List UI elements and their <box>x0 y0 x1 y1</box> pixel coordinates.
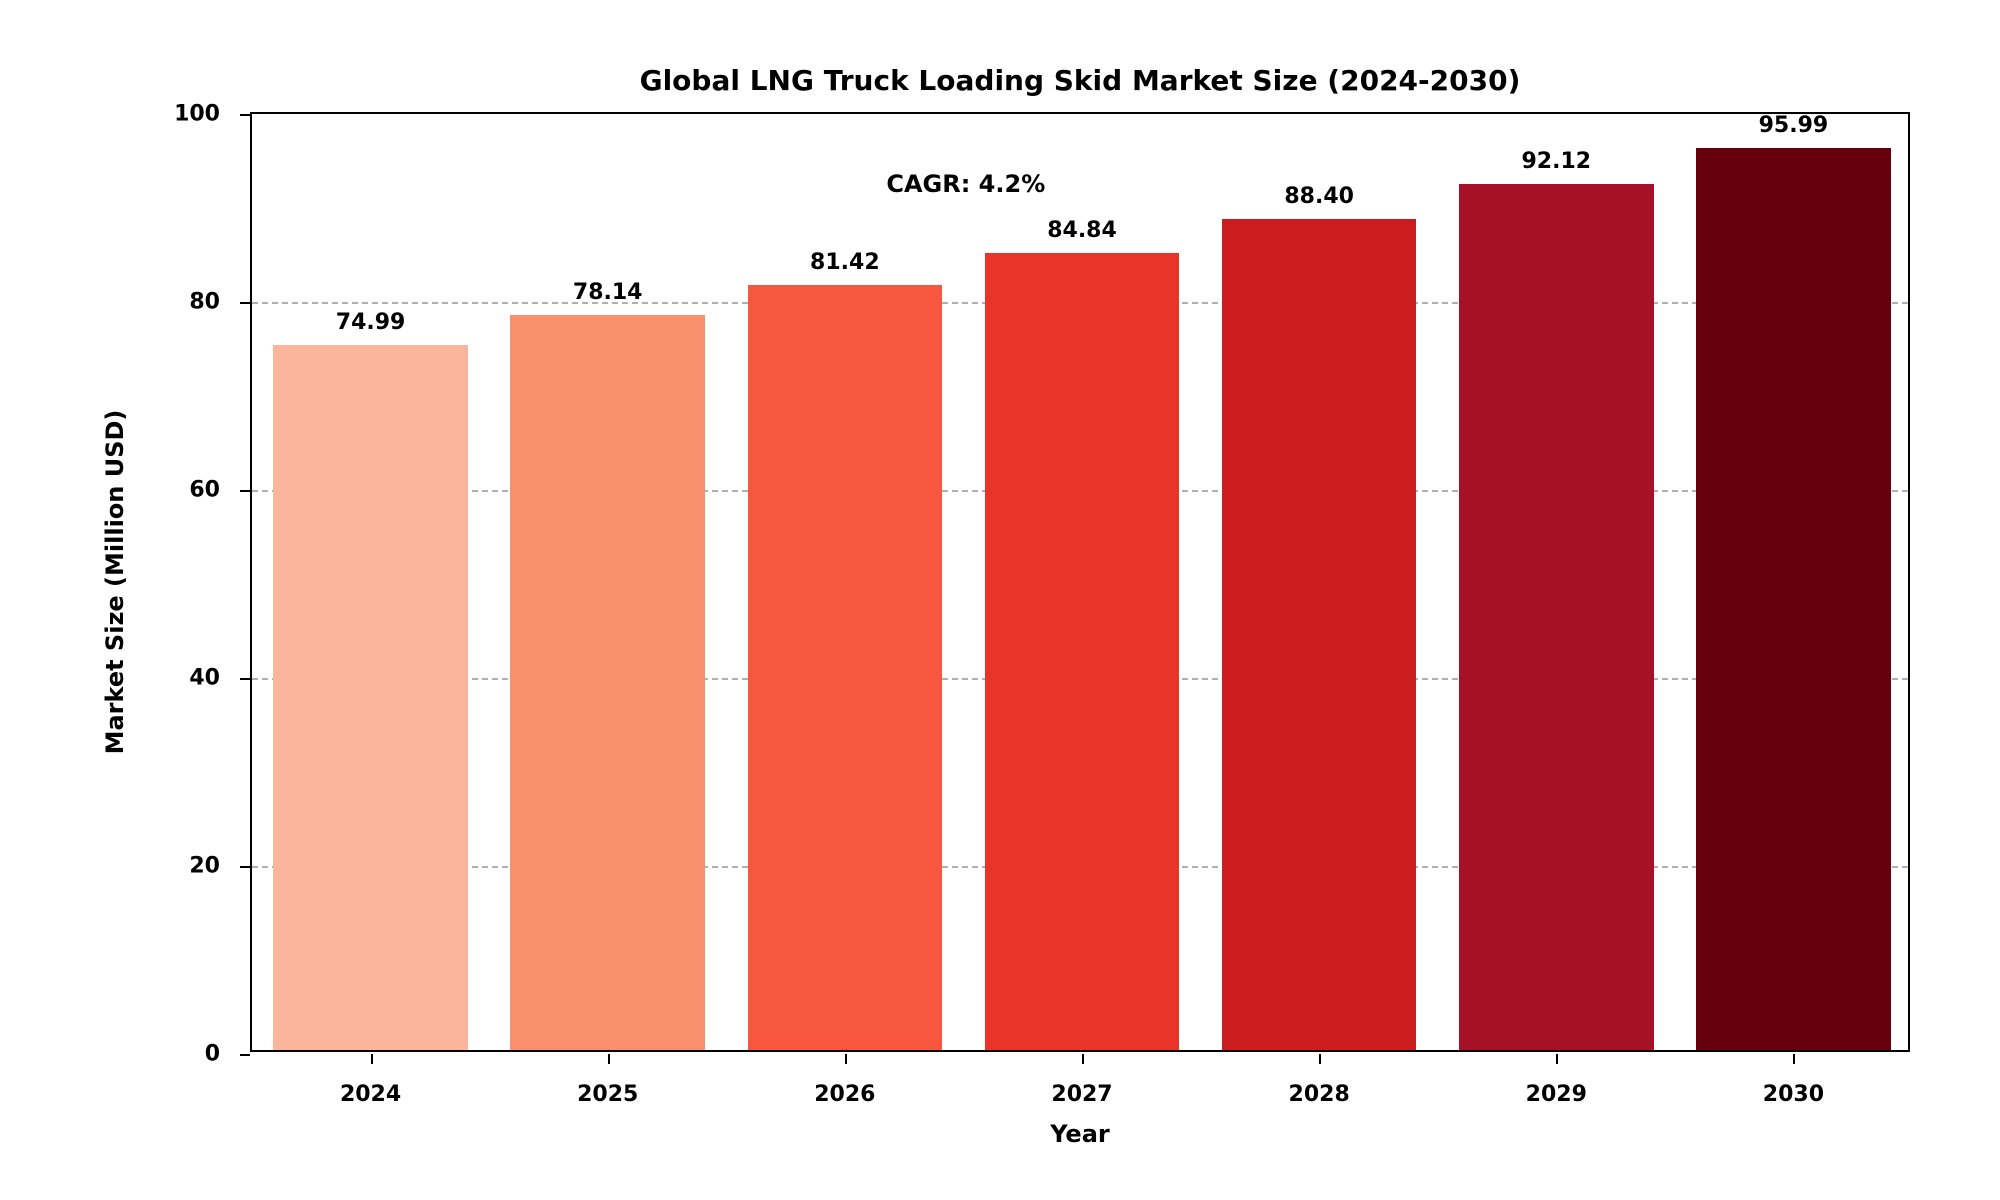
x-tick-mark <box>1082 1054 1084 1064</box>
bar <box>1696 148 1890 1050</box>
x-tick-label: 2028 <box>1289 1082 1350 1107</box>
y-tick-label: 100 <box>174 102 220 127</box>
bar <box>1459 184 1653 1050</box>
y-tick-mark <box>240 1054 250 1056</box>
y-tick-label: 0 <box>205 1042 220 1067</box>
x-tick-mark <box>845 1054 847 1064</box>
x-tick-mark <box>1556 1054 1558 1064</box>
x-axis-label: Year <box>250 1120 1910 1148</box>
x-tick-mark <box>608 1054 610 1064</box>
x-tick-label: 2030 <box>1763 1082 1824 1107</box>
bar <box>748 285 942 1050</box>
bar-value-label: 88.40 <box>1284 184 1354 209</box>
bar <box>510 315 704 1050</box>
x-tick-label: 2025 <box>577 1082 638 1107</box>
x-tick-mark <box>1319 1054 1321 1064</box>
y-tick-mark <box>240 866 250 868</box>
cagr-annotation: CAGR: 4.2% <box>886 170 1045 198</box>
x-tick-mark <box>371 1054 373 1064</box>
plot-area: 02040608010074.99202478.14202581.4220268… <box>250 112 1910 1052</box>
bar-value-label: 95.99 <box>1759 113 1829 138</box>
bar <box>273 345 467 1050</box>
y-tick-mark <box>240 114 250 116</box>
y-tick-label: 20 <box>189 854 220 879</box>
bar-value-label: 84.84 <box>1047 218 1117 243</box>
bar <box>985 253 1179 1050</box>
bar-value-label: 81.42 <box>810 250 880 275</box>
y-axis-label: Market Size (Million USD) <box>101 410 129 755</box>
chart-title: Global LNG Truck Loading Skid Market Siz… <box>250 64 1910 97</box>
y-tick-label: 40 <box>189 666 220 691</box>
bar-value-label: 92.12 <box>1521 149 1591 174</box>
x-tick-mark <box>1793 1054 1795 1064</box>
bar-value-label: 78.14 <box>573 280 643 305</box>
y-tick-label: 80 <box>189 290 220 315</box>
x-tick-label: 2027 <box>1051 1082 1112 1107</box>
bar <box>1222 219 1416 1050</box>
chart-container: 0 20 40 60 80 100 74.99 2024 78.14 2025 81.42 2026 8… <box>60 40 1940 1160</box>
bar-value-label: 74.99 <box>336 310 406 335</box>
x-tick-label: 2026 <box>814 1082 875 1107</box>
x-tick-label: 2029 <box>1526 1082 1587 1107</box>
y-tick-mark <box>240 678 250 680</box>
y-tick-mark <box>240 302 250 304</box>
y-tick-label: 60 <box>189 478 220 503</box>
y-tick-mark <box>240 490 250 492</box>
x-tick-label: 2024 <box>340 1082 401 1107</box>
